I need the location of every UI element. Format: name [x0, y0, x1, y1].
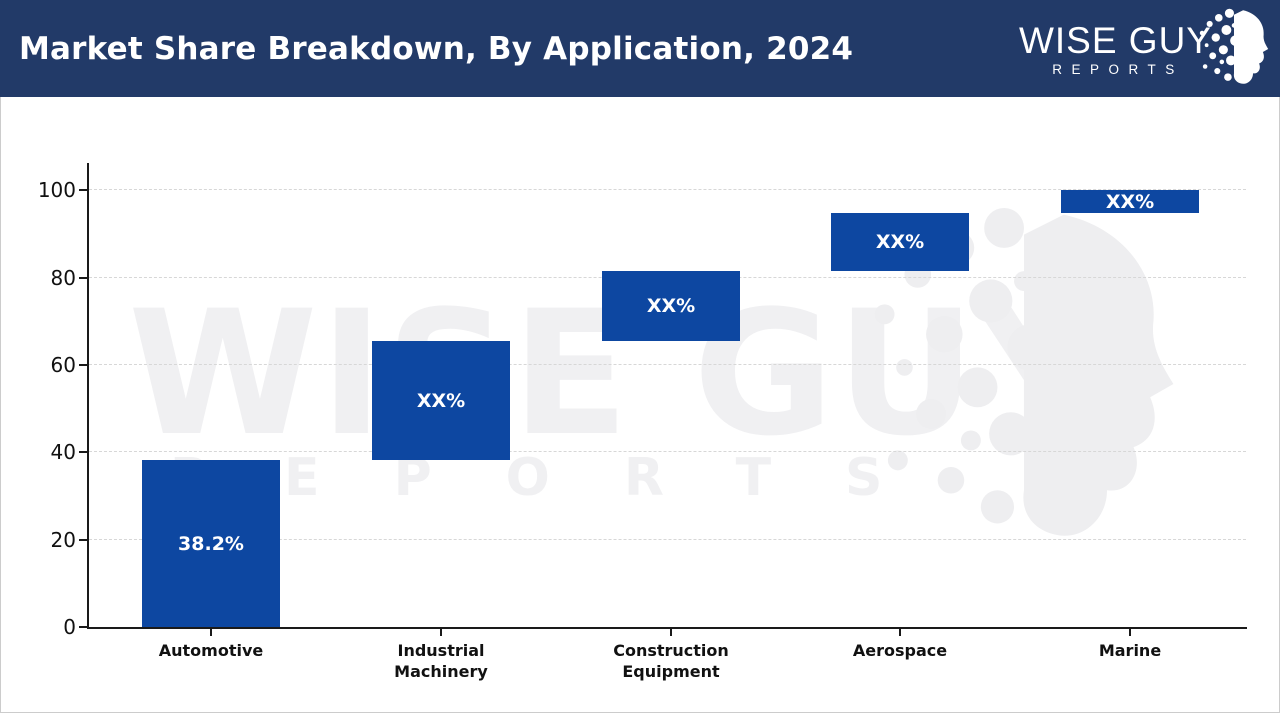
y-tick-label-60: 60 — [50, 352, 76, 377]
y-axis-spine — [87, 163, 89, 629]
bar-value-label-marine: XX% — [1105, 190, 1155, 213]
y-tick-100 — [79, 189, 87, 192]
watermark-text-secondary: REPORTS — [170, 448, 957, 508]
bar-value-label-automotive: 38.2% — [178, 532, 244, 555]
x-tick-3 — [899, 629, 901, 636]
x-label-automotive: Automotive — [158, 641, 264, 660]
y-tick-40 — [79, 451, 87, 454]
header: Market Share Breakdown, By Application, … — [0, 0, 1280, 97]
x-tick-4 — [1129, 629, 1131, 636]
brand-logo-secondary: REPORTS — [1052, 62, 1184, 78]
x-label-industrial: Industrial Machinery — [394, 641, 488, 681]
bar-marine: XX% — [1061, 190, 1199, 214]
y-tick-20 — [79, 538, 87, 541]
bar-aerospace: XX% — [831, 213, 969, 271]
gridline-100 — [89, 189, 1246, 191]
watermark-face-icon — [874, 208, 1174, 536]
y-tick-label-20: 20 — [50, 527, 76, 552]
bar-construction-equipment: XX% — [602, 270, 740, 342]
brand-logo-text: WISE GUY REPORTS — [1018, 19, 1212, 78]
x-tick-1 — [440, 629, 442, 636]
x-label-aerospace: Aerospace — [852, 641, 948, 660]
bar-value-label-construction-equipment: XX% — [646, 294, 696, 317]
y-tick-80 — [79, 276, 87, 279]
gridline-20 — [89, 538, 1246, 540]
x-axis-spine — [87, 627, 1247, 629]
bar-automotive: 38.2% — [142, 460, 280, 627]
y-tick-label-0: 0 — [63, 615, 76, 639]
y-tick-0 — [79, 626, 87, 628]
gridline-60 — [89, 363, 1246, 365]
gridline-40 — [89, 451, 1246, 453]
x-label-marine: Marine — [1098, 641, 1162, 660]
y-tick-label-80: 80 — [50, 265, 76, 290]
bar-value-label-industrial-machinery: XX% — [416, 389, 466, 412]
brand-logo: WISE GUY REPORTS — [1019, 5, 1272, 93]
y-tick-label-40: 40 — [50, 440, 76, 465]
x-tick-0 — [210, 629, 212, 636]
brand-logo-primary: WISE GUY — [1018, 19, 1212, 61]
page-title: Market Share Breakdown, By Application, … — [19, 30, 854, 67]
y-tick-label-100: 100 — [37, 178, 76, 203]
x-tick-2 — [670, 629, 672, 636]
face-profile-icon — [1199, 8, 1269, 84]
y-tick-60 — [79, 363, 87, 366]
bar-industrial-machinery: XX% — [372, 341, 510, 461]
bar-value-label-aerospace: XX% — [875, 230, 925, 253]
x-label-construction: Construction Equipment — [613, 641, 729, 681]
